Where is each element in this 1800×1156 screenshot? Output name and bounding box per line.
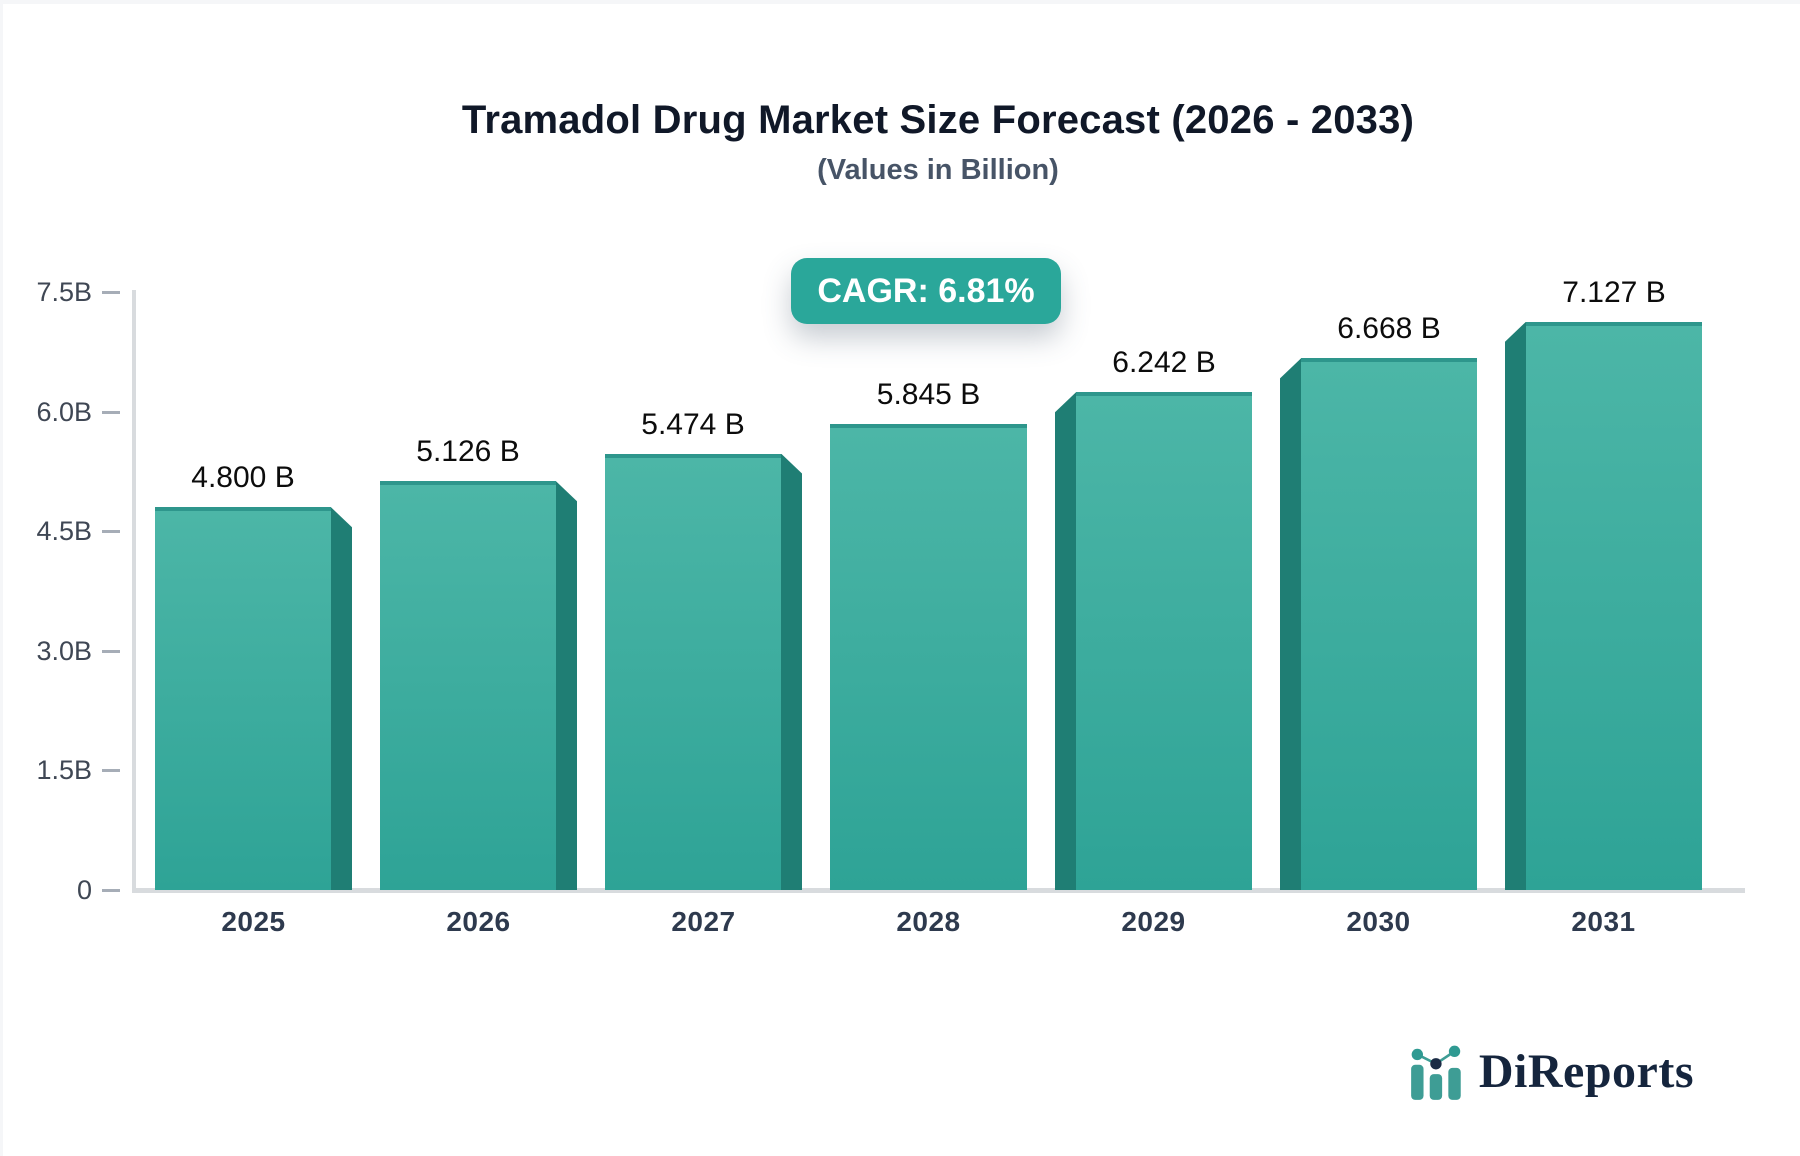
brand-logo: DiReports bbox=[1407, 1040, 1694, 1102]
bar-3d-side bbox=[1505, 321, 1526, 890]
y-tick-mark bbox=[102, 530, 120, 534]
bar-value-label: 5.845 B bbox=[876, 377, 981, 411]
y-tick-label: 7.5B bbox=[36, 277, 92, 307]
bar-value-label: 5.474 B bbox=[641, 407, 745, 441]
x-axis-label-2026: 2026 bbox=[446, 906, 511, 937]
bar-3d-side bbox=[331, 507, 352, 890]
x-axis-line bbox=[132, 888, 1745, 893]
x-axis-label-2029: 2029 bbox=[1121, 906, 1186, 937]
x-axis-label-2027: 2027 bbox=[671, 906, 736, 937]
y-tick-mark bbox=[102, 410, 120, 414]
y-tick-label: 0 bbox=[76, 875, 92, 905]
y-tick-6.0B: 6.0B bbox=[3, 397, 132, 427]
bar-2029: 6.242 B bbox=[1055, 346, 1252, 890]
y-tick-label: 3.0B bbox=[36, 635, 92, 666]
y-tick-mark bbox=[102, 291, 120, 294]
x-axis-label-2028: 2028 bbox=[896, 906, 961, 937]
bar-face bbox=[1301, 358, 1477, 890]
logo-bar-right bbox=[1448, 1067, 1461, 1100]
logo-dot-left bbox=[1411, 1048, 1423, 1061]
bar-3d-side bbox=[1055, 392, 1076, 890]
x-axis-label-2030: 2030 bbox=[1346, 906, 1411, 937]
y-tick-1.5B: 1.5B bbox=[3, 755, 132, 785]
bar-2030: 6.668 B bbox=[1280, 312, 1477, 890]
bar-face bbox=[1076, 392, 1252, 890]
bar-2027: 5.474 B bbox=[605, 408, 802, 890]
bar-value-label: 6.668 B bbox=[1337, 312, 1441, 346]
bar-value-label: 7.127 B bbox=[1562, 275, 1666, 309]
logo-dot-middle bbox=[1430, 1058, 1442, 1070]
bar-value-label: 4.800 B bbox=[191, 461, 295, 495]
x-axis-label-2025: 2025 bbox=[221, 906, 286, 937]
y-tick-mark bbox=[102, 769, 120, 773]
y-tick-label: 6.0B bbox=[36, 396, 92, 427]
bar-value-label: 5.126 B bbox=[416, 435, 520, 469]
bar-face bbox=[155, 507, 331, 890]
bar-2026: 5.126 B bbox=[380, 435, 577, 890]
bar-3d-side bbox=[781, 453, 802, 890]
bar-2025: 4.800 B bbox=[155, 461, 352, 890]
chart-title: Tramadol Drug Market Size Forecast (2026… bbox=[461, 98, 1415, 142]
y-tick-label: 1.5B bbox=[36, 755, 92, 786]
bar-value-label: 6.242 B bbox=[1112, 346, 1216, 380]
bar-3d-side bbox=[556, 481, 577, 890]
y-tick-mark bbox=[102, 889, 120, 892]
y-tick-4.5B: 4.5B bbox=[3, 516, 132, 546]
logo-bar-middle bbox=[1429, 1074, 1442, 1100]
y-tick-0: 0 bbox=[3, 875, 132, 905]
logo-dot-right bbox=[1448, 1045, 1461, 1058]
y-tick-mark bbox=[102, 649, 120, 653]
bar-2031: 7.127 B bbox=[1505, 276, 1702, 890]
y-tick-3.0B: 3.0B bbox=[3, 636, 132, 666]
chart-subtitle: (Values in Billion) bbox=[817, 154, 1059, 186]
bar-face bbox=[605, 453, 781, 890]
y-tick-7.5B: 7.5B bbox=[3, 277, 132, 307]
bar-face bbox=[1526, 321, 1702, 890]
bar-face bbox=[830, 423, 1027, 890]
bar-face bbox=[380, 481, 556, 890]
y-axis-line bbox=[132, 290, 136, 892]
bar-2028: 5.845 B bbox=[830, 378, 1027, 890]
cagr-badge: CAGR: 6.81% bbox=[791, 258, 1061, 324]
brand-name: DiReports bbox=[1478, 1044, 1694, 1098]
x-axis-label-2031: 2031 bbox=[1571, 906, 1636, 937]
logo-bar-left bbox=[1410, 1064, 1424, 1100]
brand-chart-icon bbox=[1410, 1045, 1461, 1100]
y-tick-label: 4.5B bbox=[36, 516, 92, 547]
bar-3d-side bbox=[1280, 358, 1301, 890]
